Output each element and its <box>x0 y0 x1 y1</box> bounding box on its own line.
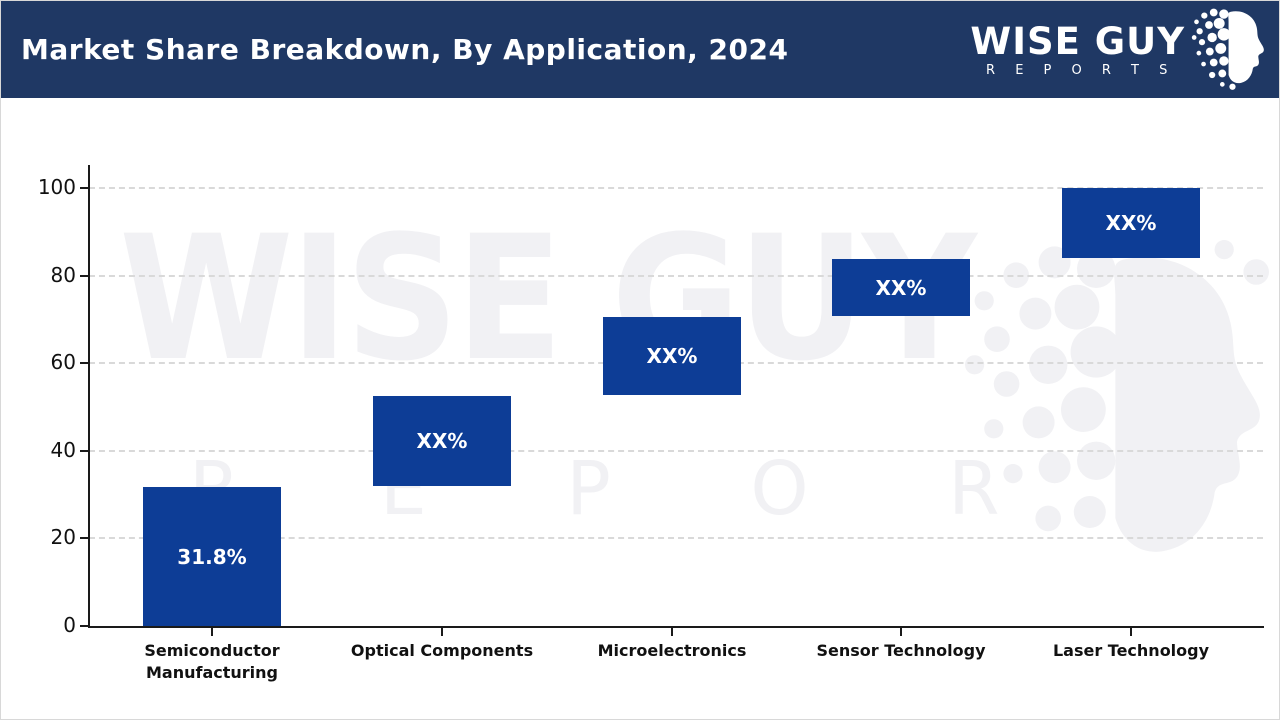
bar-value-label: 31.8% <box>177 544 247 569</box>
gridline-y-80 <box>89 274 1263 277</box>
brand-text: WISE GUY R E P O R T S <box>970 23 1185 77</box>
x-category-label-1: Optical Components <box>350 641 534 660</box>
bar-value-label: XX% <box>1105 211 1157 235</box>
x-category-label-0: Semiconductor Manufacturing <box>144 641 280 682</box>
bar-microelectronics: XX% <box>603 317 741 395</box>
brand-head-icon <box>1191 8 1264 90</box>
y-tick-mark-100 <box>80 187 88 189</box>
page-title: Market Share Breakdown, By Application, … <box>21 33 789 66</box>
y-tick-label-80: 80 <box>50 262 76 287</box>
x-tick-mark-1 <box>441 628 443 636</box>
y-tick-mark-20 <box>80 537 88 540</box>
x-tick-mark-0 <box>211 628 213 636</box>
bar-laser-technology: XX% <box>1062 188 1200 258</box>
watermark-text-reports: R E P O R T S <box>189 446 1243 618</box>
x-tick-mark-3 <box>900 628 902 636</box>
brand-name: WISE GUY <box>970 20 1185 63</box>
y-tick-label-40: 40 <box>50 437 76 462</box>
y-tick-mark-40 <box>80 449 88 452</box>
x-category-label-2: Microelectronics <box>597 641 747 660</box>
x-tick-mark-2 <box>671 628 673 636</box>
y-tick-label-20: 20 <box>50 525 76 550</box>
gridline-y-100 <box>89 187 1263 189</box>
brand-subtitle: R E P O R T S <box>986 63 1176 78</box>
bar-value-label: XX% <box>416 429 468 453</box>
bar-value-label: XX% <box>646 344 698 368</box>
x-category-label-3: Sensor Technology <box>816 641 986 660</box>
y-tick-label-60: 60 <box>50 350 76 375</box>
bar-optical-components: XX% <box>373 396 511 486</box>
y-tick-mark-60 <box>80 362 88 365</box>
bar-semiconductor-manufacturing: 31.8% <box>143 487 281 626</box>
chart-area: WISE GUY R E P O R T S 02040608010031.8%… <box>1 98 1279 719</box>
bar-sensor-technology: XX% <box>832 259 970 316</box>
brand-logo: WISE GUY R E P O R T S <box>970 7 1267 93</box>
y-tick-mark-0 <box>80 625 88 627</box>
header-bar: Market Share Breakdown, By Application, … <box>1 1 1279 98</box>
x-axis-line <box>88 626 1264 628</box>
y-tick-label-0: 0 <box>63 613 76 637</box>
x-category-label-4: Laser Technology <box>1052 641 1210 660</box>
x-tick-mark-4 <box>1130 628 1132 636</box>
gridline-y-20 <box>89 537 1263 540</box>
bar-value-label: XX% <box>875 275 927 300</box>
gridline-y-40 <box>89 449 1263 452</box>
y-tick-label-100: 100 <box>37 175 76 199</box>
y-tick-mark-80 <box>80 274 88 277</box>
y-axis-line <box>88 165 90 627</box>
